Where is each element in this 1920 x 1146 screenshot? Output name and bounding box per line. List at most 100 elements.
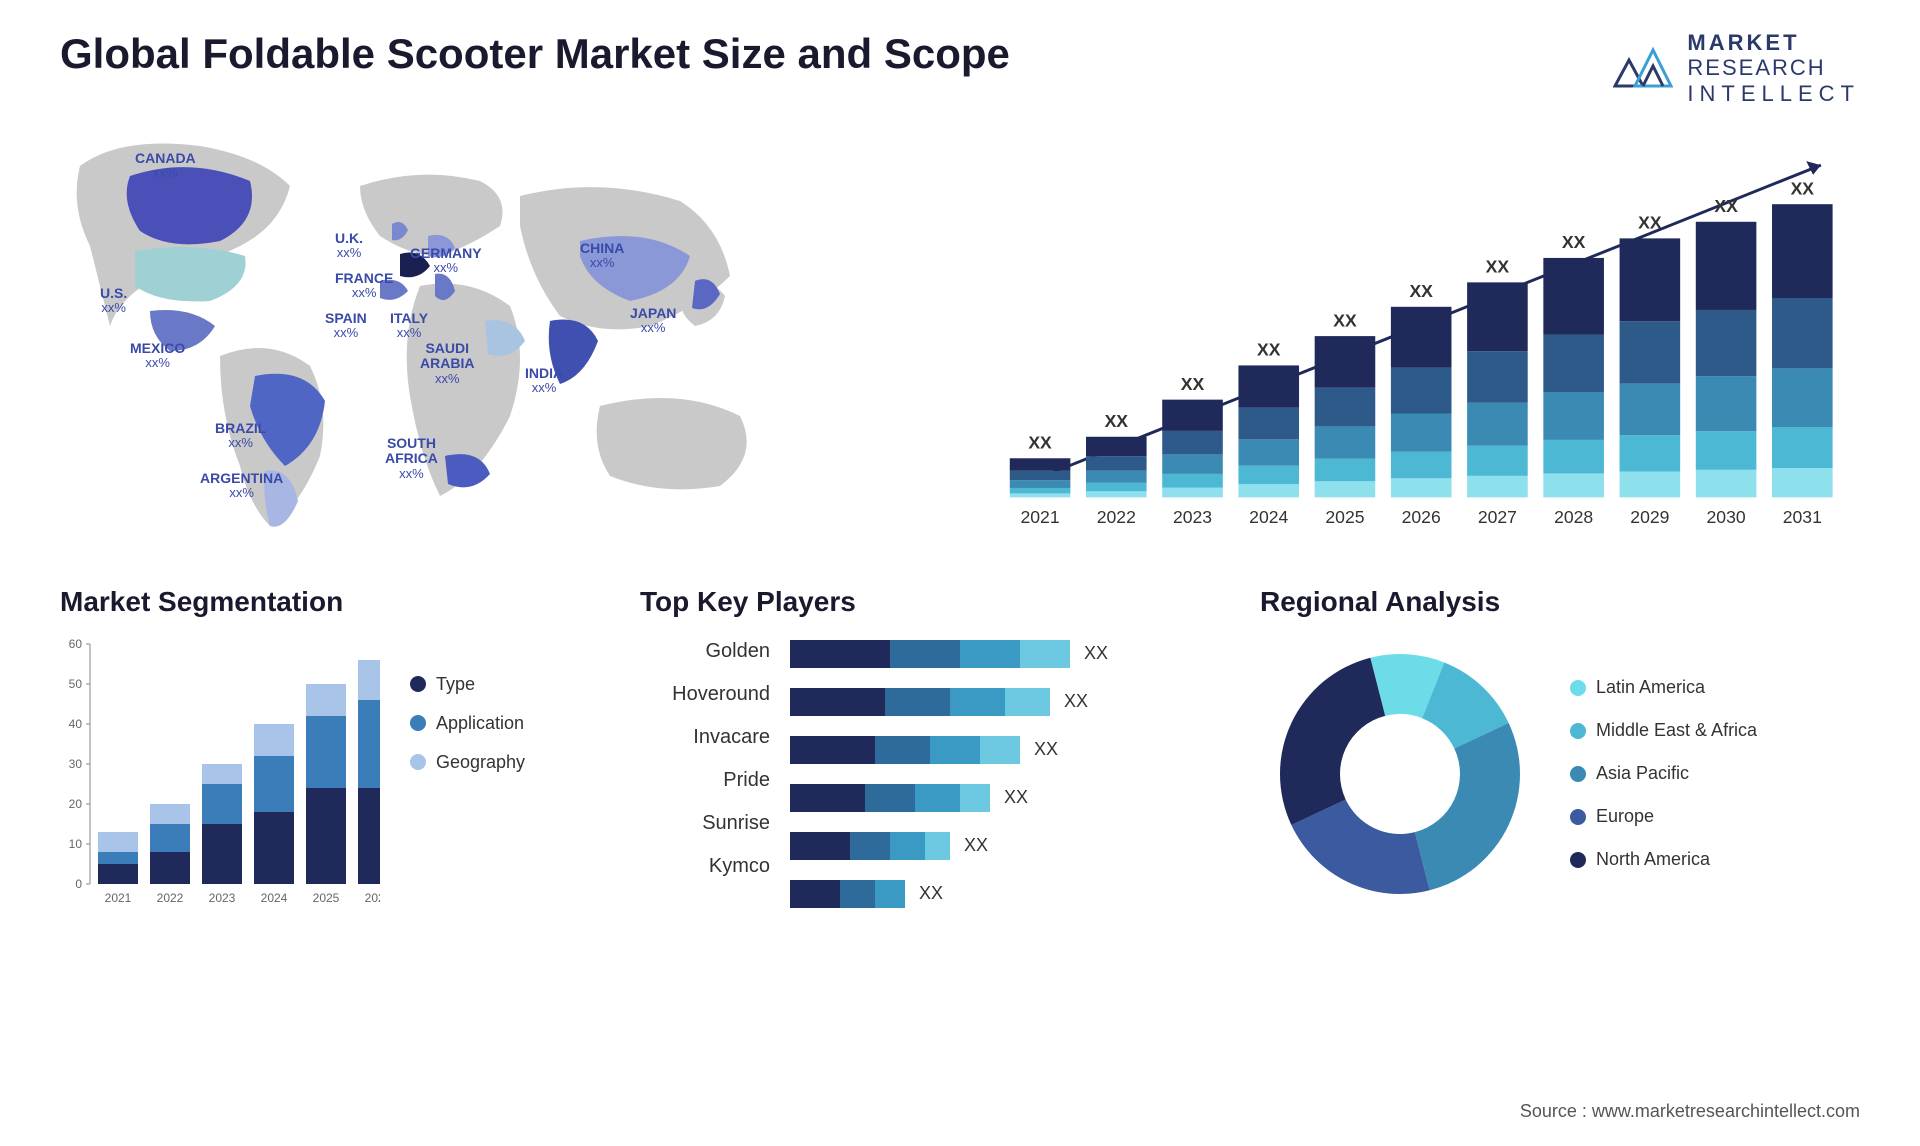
player-bar xyxy=(790,688,1050,716)
region-legend-item: North America xyxy=(1570,849,1757,870)
player-bar-segment xyxy=(885,688,950,716)
player-value: XX xyxy=(1004,787,1028,808)
svg-text:2030: 2030 xyxy=(1707,507,1746,527)
regional-body: Latin America Middle East & Africa Asia Pa… xyxy=(1260,634,1860,914)
svg-text:2026: 2026 xyxy=(365,891,380,905)
player-value: XX xyxy=(1084,643,1108,664)
page-title: Global Foldable Scooter Market Size and … xyxy=(60,30,1010,78)
region-legend-item: Latin America xyxy=(1570,677,1757,698)
players-title: Top Key Players xyxy=(640,586,1200,618)
legend-label: Geography xyxy=(436,752,525,773)
svg-text:XX: XX xyxy=(1714,196,1738,216)
player-bar xyxy=(790,880,905,908)
logo-line-3: INTELLECT xyxy=(1687,81,1860,106)
player-bar-segment xyxy=(960,640,1020,668)
legend-label: North America xyxy=(1596,849,1710,870)
player-bar-segment xyxy=(925,832,950,860)
svg-text:XX: XX xyxy=(1409,281,1433,301)
svg-text:30: 30 xyxy=(69,757,83,771)
map-label-france: FRANCExx% xyxy=(335,271,393,301)
map-label-china: CHINAxx% xyxy=(580,241,624,271)
bottom-section: Market Segmentation 01020304050602021202… xyxy=(0,556,1920,914)
svg-text:50: 50 xyxy=(69,677,83,691)
svg-text:2023: 2023 xyxy=(209,891,236,905)
svg-text:2021: 2021 xyxy=(105,891,132,905)
svg-text:2027: 2027 xyxy=(1478,507,1517,527)
map-label-germany: GERMANYxx% xyxy=(410,246,482,276)
growth-chart-svg: XX2021XX2022XX2023XX2024XX2025XX2026XX20… xyxy=(1000,126,1860,546)
legend-label: Application xyxy=(436,713,524,734)
player-bar xyxy=(790,640,1070,668)
seg-legend-item: Geography xyxy=(410,752,525,773)
player-label: Kymco xyxy=(640,855,770,878)
segmentation-legend: Type Application Geography xyxy=(410,674,525,914)
svg-text:XX: XX xyxy=(1181,374,1205,394)
svg-text:2024: 2024 xyxy=(1249,507,1288,527)
segmentation-svg: 0102030405060202120222023202420252026 xyxy=(60,634,380,914)
player-bar-segment xyxy=(790,688,885,716)
player-value: XX xyxy=(1034,739,1058,760)
map-label-saudi-arabia: SAUDIARABIAxx% xyxy=(420,341,474,386)
svg-text:2022: 2022 xyxy=(1097,507,1136,527)
svg-text:2022: 2022 xyxy=(157,891,184,905)
top-section: CANADAxx%U.S.xx%MEXICOxx%BRAZILxx%ARGENT… xyxy=(0,116,1920,556)
logo-text: MARKET RESEARCH INTELLECT xyxy=(1687,30,1860,106)
svg-text:2028: 2028 xyxy=(1554,507,1593,527)
player-value: XX xyxy=(919,883,943,904)
map-label-italy: ITALYxx% xyxy=(390,311,428,341)
player-bar-segment xyxy=(840,880,875,908)
map-label-mexico: MEXICOxx% xyxy=(130,341,185,371)
svg-text:2025: 2025 xyxy=(1325,507,1364,527)
regional-donut xyxy=(1260,634,1540,914)
legend-label: Type xyxy=(436,674,475,695)
logo-line-1: MARKET xyxy=(1687,30,1860,55)
players-body: Golden Hoveround Invacare Pride Sunrise Kymco… xyxy=(640,634,1200,908)
map-label-u-s-: U.S.xx% xyxy=(100,286,127,316)
player-label: Golden xyxy=(640,640,770,663)
svg-text:60: 60 xyxy=(69,637,83,651)
source-attribution: Source : www.marketresearchintellect.com xyxy=(1520,1101,1860,1122)
player-label: Invacare xyxy=(640,726,770,749)
player-row: XX xyxy=(790,832,1200,860)
player-row: XX xyxy=(790,688,1200,716)
logo-line-2: RESEARCH xyxy=(1687,55,1860,80)
player-label: Sunrise xyxy=(640,812,770,835)
svg-text:2024: 2024 xyxy=(261,891,288,905)
segmentation-title: Market Segmentation xyxy=(60,586,580,618)
svg-text:XX: XX xyxy=(1791,178,1815,198)
regional-legend: Latin America Middle East & Africa Asia Pa… xyxy=(1570,677,1757,870)
svg-text:XX: XX xyxy=(1028,432,1052,452)
player-row: XX xyxy=(790,880,1200,908)
player-value: XX xyxy=(964,835,988,856)
seg-legend-item: Type xyxy=(410,674,525,695)
svg-text:XX: XX xyxy=(1638,213,1662,233)
player-bar-segment xyxy=(790,784,865,812)
world-map: CANADAxx%U.S.xx%MEXICOxx%BRAZILxx%ARGENT… xyxy=(40,126,940,556)
legend-dot xyxy=(410,715,426,731)
legend-label: Middle East & Africa xyxy=(1596,720,1757,741)
svg-text:XX: XX xyxy=(1333,310,1357,330)
legend-dot xyxy=(1570,680,1586,696)
legend-label: Europe xyxy=(1596,806,1654,827)
svg-text:XX: XX xyxy=(1257,340,1281,360)
map-label-canada: CANADAxx% xyxy=(135,151,196,181)
header-row: Global Foldable Scooter Market Size and … xyxy=(0,0,1920,116)
regional-panel: Regional Analysis Latin AmericaMiddle Ea… xyxy=(1260,586,1860,914)
player-label: Pride xyxy=(640,769,770,792)
player-bar xyxy=(790,832,950,860)
player-bar-segment xyxy=(875,880,905,908)
svg-text:XX: XX xyxy=(1486,256,1510,276)
player-label: Hoveround xyxy=(640,683,770,706)
legend-dot xyxy=(1570,766,1586,782)
svg-text:40: 40 xyxy=(69,717,83,731)
legend-dot xyxy=(410,676,426,692)
player-bar-segment xyxy=(790,640,890,668)
legend-label: Asia Pacific xyxy=(1596,763,1689,784)
region-legend-item: Middle East & Africa xyxy=(1570,720,1757,741)
donut-svg xyxy=(1260,634,1540,914)
svg-text:2023: 2023 xyxy=(1173,507,1212,527)
svg-text:XX: XX xyxy=(1562,232,1586,252)
segmentation-panel: Market Segmentation 01020304050602021202… xyxy=(60,586,580,914)
player-bar xyxy=(790,736,1020,764)
player-bar-segment xyxy=(950,688,1005,716)
